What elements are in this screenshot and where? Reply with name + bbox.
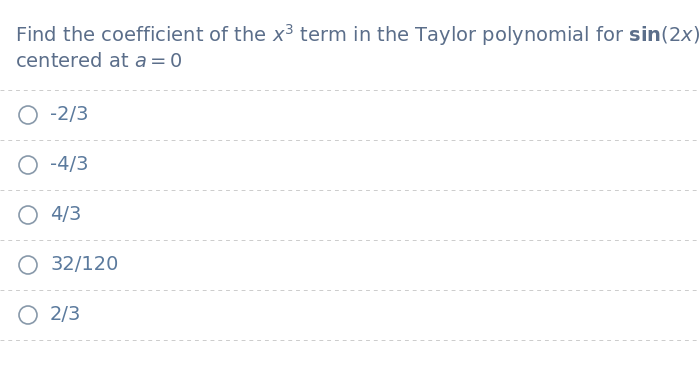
Text: centered at $a = 0$: centered at $a = 0$ bbox=[15, 52, 183, 71]
Text: 2/3: 2/3 bbox=[50, 305, 81, 325]
Text: -4/3: -4/3 bbox=[50, 156, 88, 174]
Text: 4/3: 4/3 bbox=[50, 205, 81, 224]
Text: -2/3: -2/3 bbox=[50, 106, 88, 124]
Text: Find the coefficient of the $x^3$ term in the Taylor polynomial for $\mathbf{sin: Find the coefficient of the $x^3$ term i… bbox=[15, 22, 700, 48]
Text: 32/120: 32/120 bbox=[50, 255, 118, 275]
